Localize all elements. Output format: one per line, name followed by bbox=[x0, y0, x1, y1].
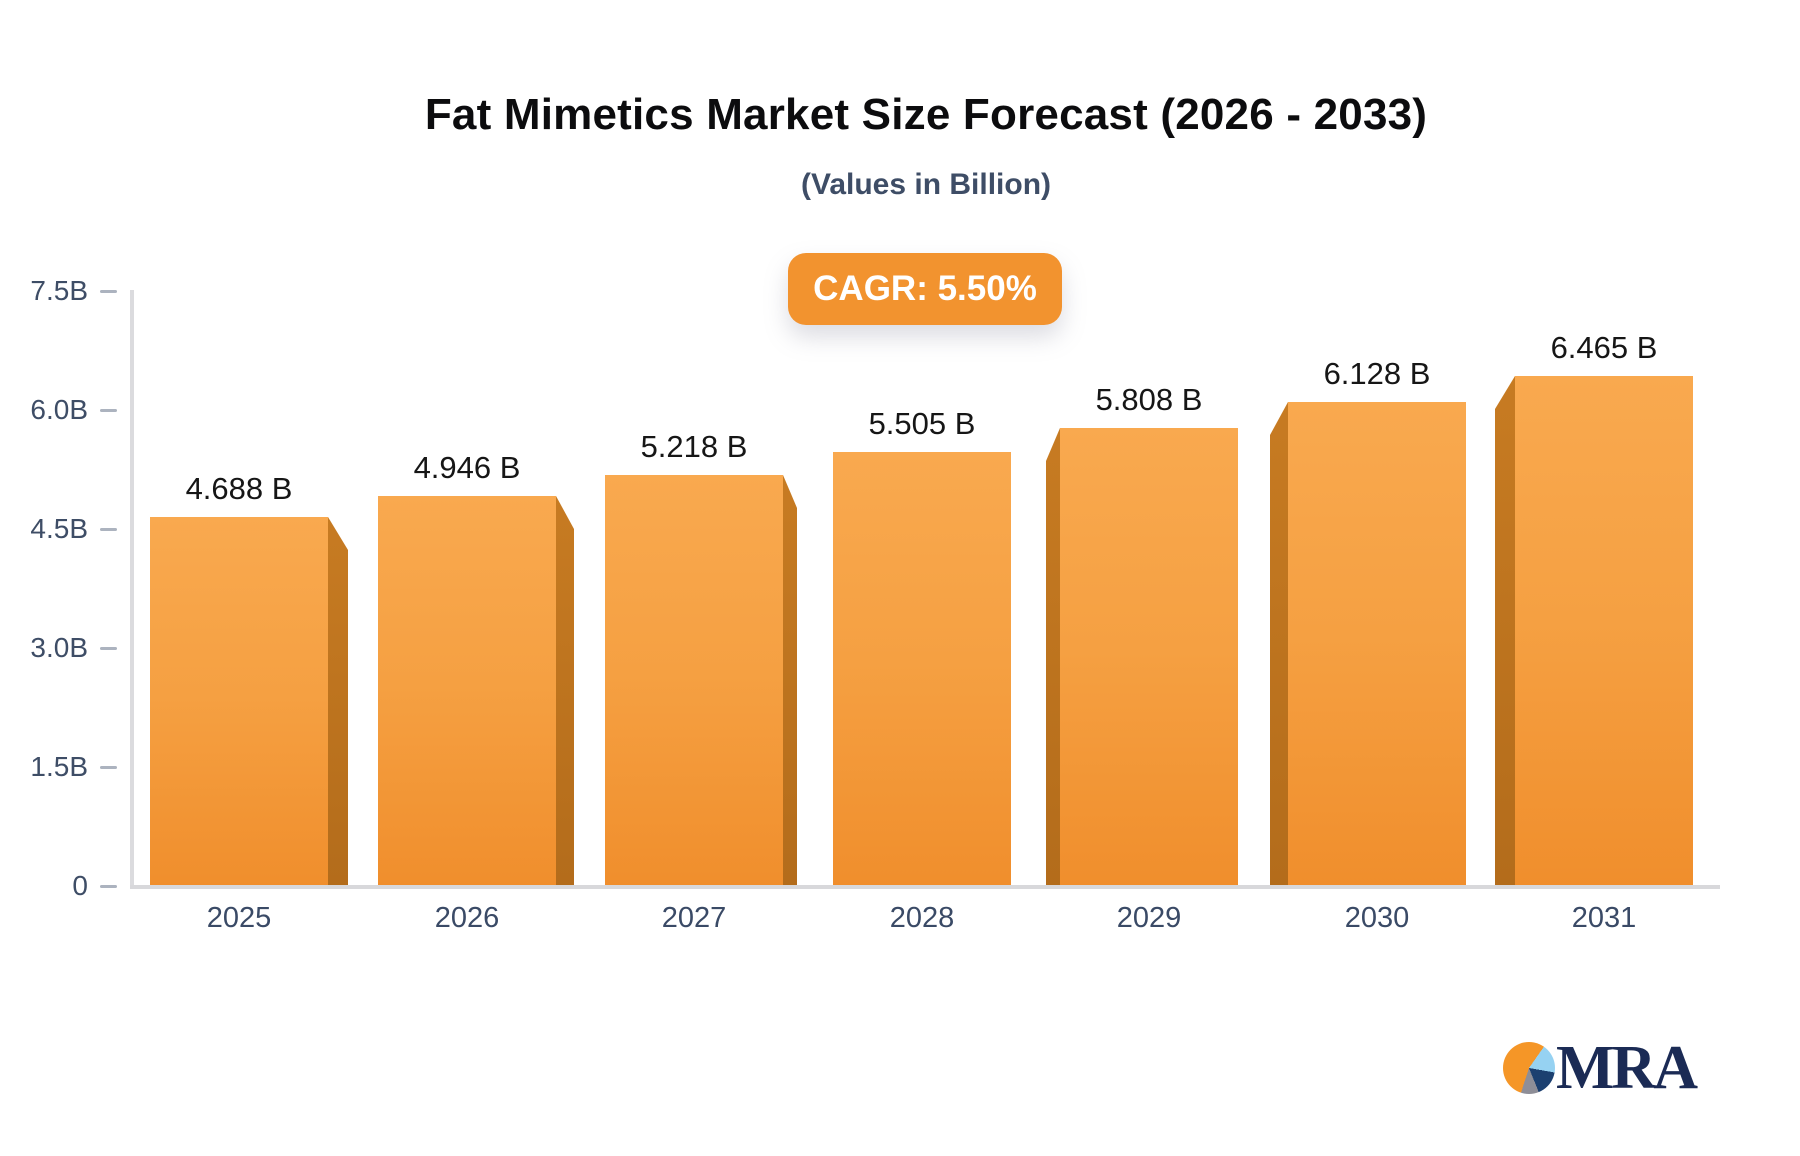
bar-side-face bbox=[783, 475, 797, 889]
y-axis-tick bbox=[100, 527, 117, 531]
y-axis-tick-label: 6.0B bbox=[30, 393, 88, 425]
company-logo: MRA bbox=[1503, 1034, 1698, 1102]
x-axis-label: 2030 bbox=[1344, 902, 1410, 934]
y-axis-tick bbox=[100, 408, 117, 412]
bar-2028 bbox=[833, 452, 1011, 889]
y-axis-tick-label: 4.5B bbox=[30, 512, 88, 544]
y-axis-tick bbox=[100, 885, 117, 888]
y-axis-tick bbox=[100, 646, 117, 650]
bar-side-face bbox=[328, 517, 348, 889]
bar-value-label: 5.505 B bbox=[868, 406, 976, 441]
bar-value-label: 4.688 B bbox=[185, 471, 293, 506]
bar-side-face bbox=[1495, 376, 1515, 889]
bar-2026 bbox=[378, 496, 556, 889]
x-axis-label: 2029 bbox=[1116, 902, 1182, 934]
x-axis-label: 2031 bbox=[1571, 902, 1637, 934]
logo-pie-icon bbox=[1503, 1042, 1555, 1094]
cagr-badge-label: CAGR: 5.50% bbox=[813, 269, 1037, 308]
x-axis-label: 2026 bbox=[434, 902, 500, 934]
y-axis-tick-label: 7.5B bbox=[30, 274, 88, 306]
logo-text: MRA bbox=[1556, 1034, 1698, 1102]
bar-side-face bbox=[1270, 402, 1288, 889]
bar-2030 bbox=[1288, 402, 1466, 889]
bar-side-face bbox=[1046, 428, 1060, 889]
bar-value-label: 6.465 B bbox=[1550, 330, 1658, 365]
bar-2025 bbox=[150, 517, 328, 889]
chart-title: Fat Mimetics Market Size Forecast (2026 … bbox=[424, 90, 1428, 139]
bar-2029 bbox=[1060, 428, 1238, 889]
y-axis-tick bbox=[100, 765, 117, 769]
bar-side-face bbox=[556, 496, 574, 889]
y-axis-line bbox=[130, 290, 134, 889]
y-axis-tick-label: 3.0B bbox=[30, 631, 88, 663]
bar-value-label: 5.218 B bbox=[640, 429, 748, 464]
y-axis-tick-label: 1.5B bbox=[30, 750, 88, 782]
cagr-badge: CAGR: 5.50% bbox=[788, 253, 1062, 325]
bar-value-label: 5.808 B bbox=[1095, 382, 1203, 417]
x-axis-label: 2028 bbox=[889, 902, 955, 934]
y-axis-tick bbox=[100, 289, 117, 293]
x-axis-label: 2027 bbox=[661, 902, 727, 934]
chart-subtitle: (Values in Billion) bbox=[800, 168, 1052, 201]
x-axis-line bbox=[130, 885, 1720, 889]
x-axis-label: 2025 bbox=[206, 902, 272, 934]
y-axis-tick-label: 0 bbox=[72, 870, 88, 901]
bar-value-label: 6.128 B bbox=[1323, 356, 1431, 391]
bar-2031 bbox=[1515, 376, 1693, 889]
bar-value-label: 4.946 B bbox=[413, 450, 521, 485]
bar-2027 bbox=[605, 475, 783, 889]
